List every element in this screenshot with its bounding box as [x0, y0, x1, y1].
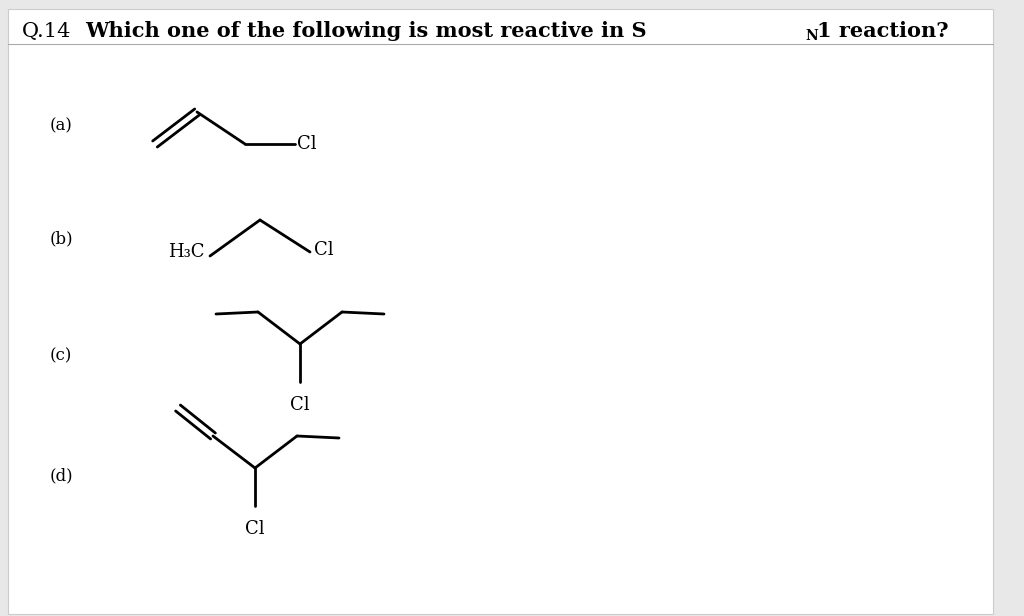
Text: Which one of the following is most reactive in S: Which one of the following is most react…	[85, 21, 646, 41]
Text: N: N	[805, 29, 818, 43]
Text: Cl: Cl	[314, 241, 334, 259]
Text: (a): (a)	[50, 118, 73, 134]
Text: H₃C: H₃C	[169, 243, 205, 261]
Text: Cl: Cl	[290, 396, 310, 414]
Text: 1 reaction?: 1 reaction?	[817, 21, 948, 41]
Text: Cl: Cl	[297, 135, 316, 153]
Text: Q.14: Q.14	[22, 22, 72, 41]
Text: (d): (d)	[50, 468, 74, 485]
FancyBboxPatch shape	[8, 9, 993, 614]
Text: Cl: Cl	[245, 520, 265, 538]
Text: (c): (c)	[50, 347, 73, 365]
Text: (b): (b)	[50, 230, 74, 248]
